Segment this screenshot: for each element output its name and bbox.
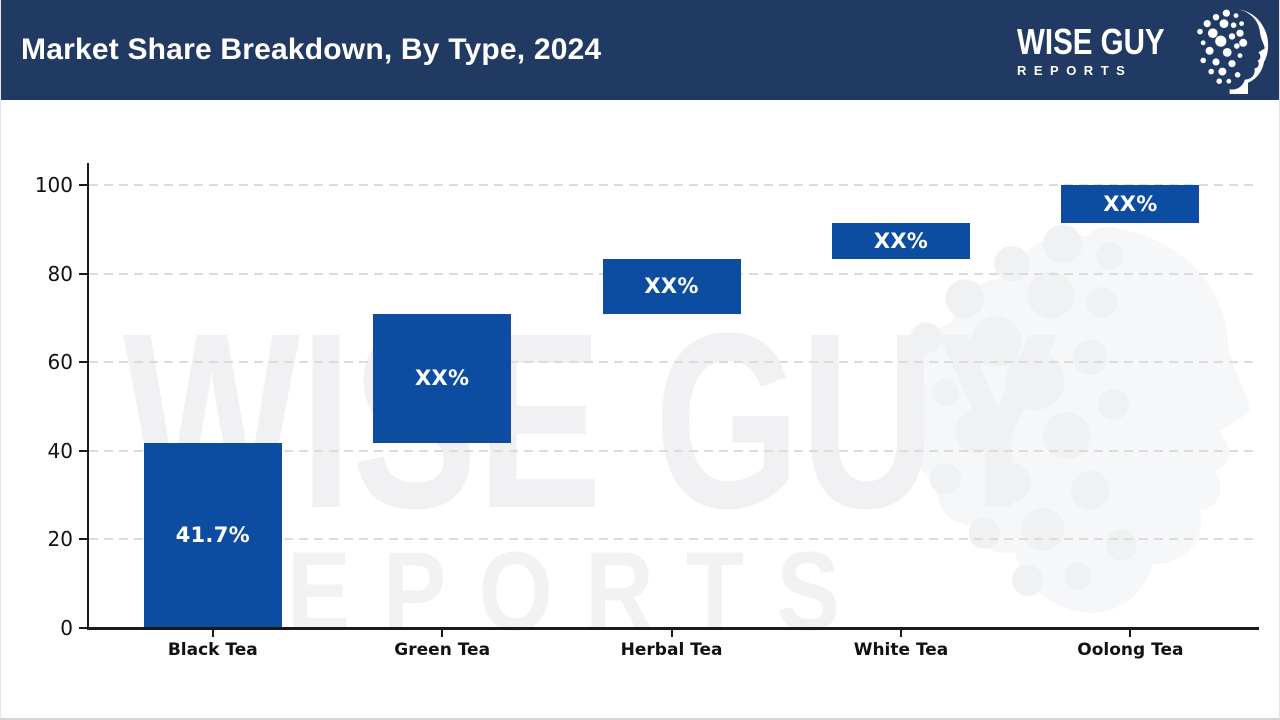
logo-subtitle: REPORTS xyxy=(1016,63,1133,78)
bar-segment: XX% xyxy=(832,223,970,259)
gridline xyxy=(89,538,1257,540)
x-tick-label: Oolong Tea xyxy=(1077,640,1184,660)
bar-value-label: 41.7% xyxy=(175,523,250,548)
y-tick-mark xyxy=(79,449,87,452)
chart-plot-area: 0 20 40 60 80 100 Black Tea Green Tea Herbal Te… xyxy=(1,100,1279,718)
y-tick-label: 0 xyxy=(60,615,73,640)
gridline xyxy=(89,361,1257,363)
x-tick-mark xyxy=(211,630,214,637)
bar-segment: XX% xyxy=(602,258,741,314)
watermark-dotted-profile-head-icon xyxy=(910,224,1251,614)
y-tick-mark xyxy=(79,361,87,363)
logo-wordmark: WISE GUY xyxy=(1016,21,1165,62)
wise-guy-reports-logo: WISE GUY REPORTS xyxy=(1007,0,1269,100)
bar-value-label: XX% xyxy=(644,274,699,299)
dotted-profile-head-icon xyxy=(1197,9,1269,94)
x-tick-mark xyxy=(1129,630,1132,637)
x-axis-spine xyxy=(87,627,1259,630)
page-title: Market Share Breakdown, By Type, 2024 xyxy=(21,33,602,66)
x-tick-label: Green Tea xyxy=(394,640,491,660)
x-tick-label: Black Tea xyxy=(167,640,258,660)
x-tick-label: Herbal Tea xyxy=(620,640,723,660)
y-tick-label: 100 xyxy=(34,173,73,197)
y-tick-label: 40 xyxy=(47,438,73,463)
y-tick-mark xyxy=(79,272,87,275)
y-tick-label: 60 xyxy=(47,350,73,374)
header-band: Market Share Breakdown, By Type, 2024 WI… xyxy=(1,0,1279,100)
x-tick-mark xyxy=(670,630,673,637)
bar-segment: 41.7% xyxy=(143,442,282,628)
bar-segment: XX% xyxy=(373,313,512,443)
x-tick-mark xyxy=(900,630,902,637)
y-axis-spine xyxy=(87,163,89,630)
y-tick-mark xyxy=(79,538,87,540)
bar-value-label: XX% xyxy=(873,228,929,253)
bar-value-label: XX% xyxy=(1103,192,1158,217)
y-tick-mark xyxy=(79,184,87,186)
y-tick-label: 80 xyxy=(47,261,73,286)
gridline xyxy=(89,184,1257,186)
bar-segment: XX% xyxy=(1061,185,1200,224)
y-tick-label: 20 xyxy=(47,527,73,551)
x-tick-mark xyxy=(441,630,444,637)
bar-value-label: XX% xyxy=(415,366,470,391)
logo-text: WISE GUY REPORTS xyxy=(1016,21,1197,79)
gridline xyxy=(89,449,1257,452)
x-tick-label: White Tea xyxy=(853,640,949,660)
y-tick-mark xyxy=(79,626,87,629)
